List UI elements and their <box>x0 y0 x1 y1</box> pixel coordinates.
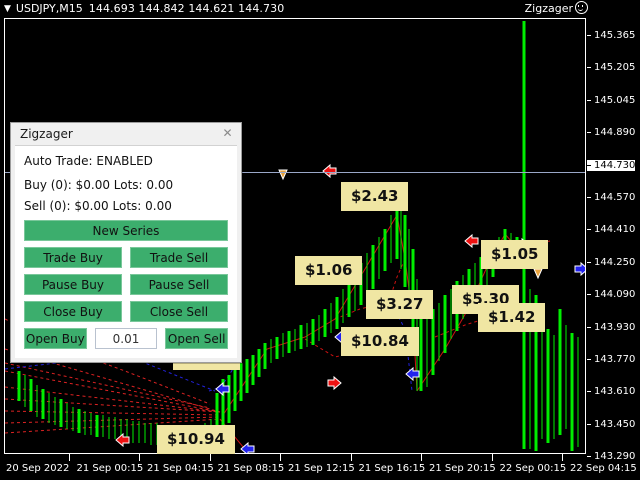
time-tick-separator <box>491 454 493 461</box>
sell-summary: Sell (0): $0.00 Lots: 0.00 <box>24 199 172 213</box>
time-tick-separator <box>350 454 352 461</box>
panel-body: Auto Trade: ENABLED Buy (0): $0.00 Lots:… <box>15 145 237 358</box>
profit-label: $10.94 <box>157 425 235 454</box>
price-tick: 145.205 <box>587 62 635 73</box>
time-tick-separator <box>280 454 281 461</box>
panel-title-text: Zigzager <box>20 127 73 141</box>
symbol-timeframe-label: USDJPY,M15 <box>15 2 83 15</box>
time-tick: 22 Sep 00:15 <box>499 463 567 474</box>
profit-label: $1.42 <box>478 303 546 332</box>
trade-sell-button[interactable]: Trade Sell <box>130 247 228 268</box>
price-tick: 144.410 <box>587 224 635 235</box>
price-scale[interactable]: 145.365 145.205 145.045 144.890 144.730 144.5… <box>587 18 640 462</box>
price-tick: 143.930 <box>587 322 635 333</box>
profit-label: $10.84 <box>341 327 419 356</box>
profit-label: $3.27 <box>366 290 434 319</box>
time-tick-separator <box>421 454 422 461</box>
profit-label: $1.06 <box>295 256 363 285</box>
close-icon[interactable]: ✕ <box>222 126 233 140</box>
ea-name-text: Zigzager <box>524 2 573 15</box>
ea-indicator-label: Zigzager <box>525 0 588 18</box>
price-tick: 143.290 <box>587 451 635 462</box>
profit-label: $2.43 <box>341 182 409 211</box>
panel-title-bar[interactable]: Zigzager ✕ <box>11 123 241 145</box>
trade-buy-button[interactable]: Trade Buy <box>24 247 122 268</box>
time-tick-separator <box>139 454 140 461</box>
time-tick: 22 Sep 04:15 <box>570 463 637 474</box>
chart-info-bar: ▼ USDJPY,M15 144.693 144.842 144.621 144.7… <box>0 0 640 18</box>
chart-border <box>4 18 586 454</box>
zigzager-panel[interactable]: Zigzager ✕ Auto Trade: ENABLED Buy (0): … <box>10 122 242 363</box>
close-sell-button[interactable]: Close Sell <box>130 301 228 322</box>
smiley-face-icon <box>575 1 588 14</box>
price-tick: 145.365 <box>587 30 635 41</box>
price-tick: 144.890 <box>587 127 635 138</box>
pause-sell-button[interactable]: Pause Sell <box>130 274 228 295</box>
price-tick: 144.250 <box>587 257 635 268</box>
price-tick: 144.090 <box>587 289 635 300</box>
current-price-tick: 144.730 <box>587 159 636 171</box>
triangle-down-icon[interactable]: ▼ <box>4 4 11 14</box>
new-series-button[interactable]: New Series <box>24 220 228 241</box>
time-scale[interactable]: 20 Sep 2022 21 Sep 00:15 21 Sep 04:15 21 Se… <box>4 454 637 480</box>
price-tick: 143.450 <box>587 419 635 430</box>
time-tick: 21 Sep 20:15 <box>429 463 496 474</box>
time-tick-separator <box>209 454 211 461</box>
profit-label: $1.05 <box>481 240 549 269</box>
time-tick-separator <box>68 454 70 461</box>
current-price-line <box>5 172 585 173</box>
ohlc-values: 144.693 144.842 144.621 144.730 <box>88 2 285 15</box>
time-tick: 21 Sep 04:15 <box>147 463 214 474</box>
time-tick-separator <box>562 454 563 461</box>
price-tick: 143.770 <box>587 354 635 365</box>
open-buy-button[interactable]: Open Buy <box>24 328 87 349</box>
auto-trade-status: Auto Trade: ENABLED <box>24 154 153 168</box>
price-tick: 145.045 <box>587 95 635 106</box>
close-buy-button[interactable]: Close Buy <box>24 301 122 322</box>
time-tick: 20 Sep 2022 <box>6 463 70 474</box>
price-tick: 143.610 <box>587 386 635 397</box>
time-tick: 21 Sep 12:15 <box>288 463 355 474</box>
open-sell-button[interactable]: Open Sell <box>165 328 229 349</box>
lot-size-input[interactable]: 0.01 <box>94 328 158 349</box>
time-tick: 21 Sep 16:15 <box>358 463 426 474</box>
buy-summary: Buy (0): $0.00 Lots: 0.00 <box>24 178 174 192</box>
pause-buy-button[interactable]: Pause Buy <box>24 274 122 295</box>
price-tick: 144.570 <box>587 192 635 203</box>
time-tick: 21 Sep 00:15 <box>76 463 144 474</box>
time-tick: 21 Sep 08:15 <box>217 463 285 474</box>
